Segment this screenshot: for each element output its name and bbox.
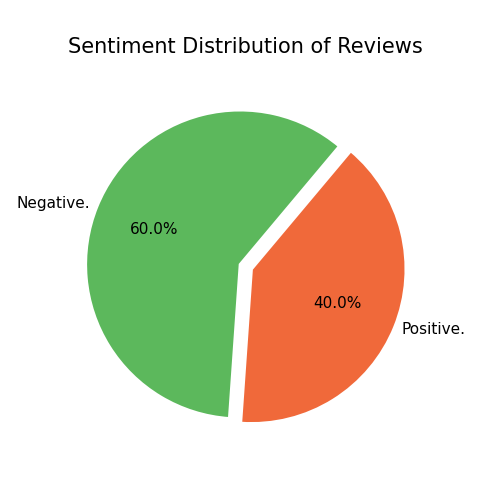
Wedge shape	[241, 151, 406, 423]
Wedge shape	[86, 110, 339, 418]
Text: Negative.: Negative.	[16, 196, 90, 211]
Text: 60.0%: 60.0%	[130, 222, 178, 237]
Text: 40.0%: 40.0%	[313, 296, 362, 311]
Title: Sentiment Distribution of Reviews: Sentiment Distribution of Reviews	[68, 37, 423, 57]
Text: Positive.: Positive.	[402, 323, 466, 337]
